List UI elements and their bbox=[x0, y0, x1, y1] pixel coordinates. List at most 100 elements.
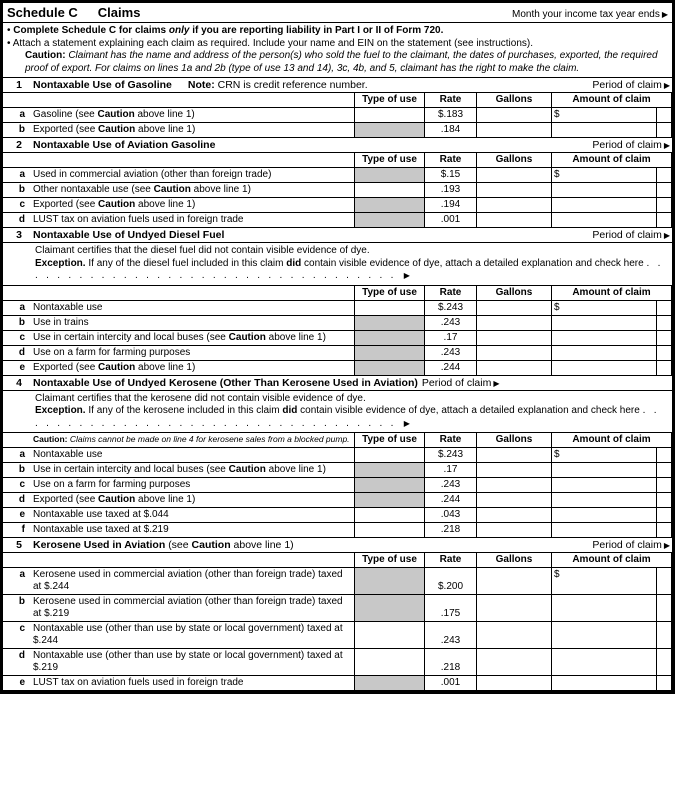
input-2c-gallons[interactable] bbox=[477, 198, 552, 213]
input-5d-amount[interactable] bbox=[552, 649, 657, 676]
checkbox-arrow-icon bbox=[402, 418, 410, 429]
input-1a-gallons[interactable] bbox=[477, 108, 552, 123]
row-2a: aUsed in commercial aviation (other than… bbox=[3, 168, 672, 183]
input-2a-amount[interactable]: $ bbox=[552, 168, 657, 183]
input-5b-amount[interactable] bbox=[552, 595, 657, 622]
input-3c-gallons[interactable] bbox=[477, 330, 552, 345]
input-2d-gallons[interactable] bbox=[477, 213, 552, 228]
input-3c-amount[interactable] bbox=[552, 330, 657, 345]
input-4f-type[interactable] bbox=[355, 523, 425, 538]
row-3d: dUse on a farm for farming purposes.243 bbox=[3, 345, 672, 360]
input-3b-amount[interactable] bbox=[552, 315, 657, 330]
input-3b-gallons[interactable] bbox=[477, 315, 552, 330]
row-5d: dNontaxable use (other than use by state… bbox=[3, 649, 672, 676]
input-5c-amount[interactable] bbox=[552, 622, 657, 649]
row-5a: aKerosene used in commercial aviation (o… bbox=[3, 568, 672, 595]
input-4d-amount[interactable] bbox=[552, 493, 657, 508]
row-4d: dExported (see Caution above line 1).244 bbox=[3, 493, 672, 508]
input-2a-gallons[interactable] bbox=[477, 168, 552, 183]
input-3d-amount[interactable] bbox=[552, 345, 657, 360]
input-4a-gallons[interactable] bbox=[477, 448, 552, 463]
input-4f-gallons[interactable] bbox=[477, 523, 552, 538]
schedule-label: Schedule C bbox=[7, 5, 78, 20]
section-1-table: Type of use Rate Gallons Amount of claim… bbox=[3, 93, 672, 138]
input-1b-gallons[interactable] bbox=[477, 123, 552, 138]
section-4-table: Caution: Claims cannot be made on line 4… bbox=[3, 432, 672, 538]
input-4e-type[interactable] bbox=[355, 508, 425, 523]
input-1a-type[interactable] bbox=[355, 108, 425, 123]
input-5d-type[interactable] bbox=[355, 649, 425, 676]
row-5b: bKerosene used in commercial aviation (o… bbox=[3, 595, 672, 622]
section-3-header: 3 Nontaxable Use of Undyed Diesel Fuel P… bbox=[3, 228, 672, 243]
input-1a-amount[interactable]: $ bbox=[552, 108, 657, 123]
desc-1b: Exported (see Caution above line 1) bbox=[31, 123, 355, 138]
row-1b: b Exported (see Caution above line 1) .1… bbox=[3, 123, 672, 138]
row-2b: bOther nontaxable use (see Caution above… bbox=[3, 183, 672, 198]
section-5-header: 5 Kerosene Used in Aviation (see Caution… bbox=[3, 538, 672, 553]
input-2b-type[interactable] bbox=[355, 183, 425, 198]
intro-line-1: • Complete Schedule C for claims only if… bbox=[7, 25, 668, 38]
input-1b-amount[interactable] bbox=[552, 123, 657, 138]
input-4b-gallons[interactable] bbox=[477, 463, 552, 478]
section-3-explain: Claimant certifies that the diesel fuel … bbox=[3, 243, 672, 286]
row-4f: fNontaxable use taxed at $.219.218 bbox=[3, 523, 672, 538]
row-4c: cUse on a farm for farming purposes.243 bbox=[3, 478, 672, 493]
input-4a-amount[interactable]: $ bbox=[552, 448, 657, 463]
input-4b-amount[interactable] bbox=[552, 463, 657, 478]
schedule-title: Claims bbox=[98, 5, 141, 20]
input-2b-amount[interactable] bbox=[552, 183, 657, 198]
section-2-header: 2 Nontaxable Use of Aviation Gasoline Pe… bbox=[3, 138, 672, 153]
input-3a-amount[interactable]: $ bbox=[552, 300, 657, 315]
crn-note: Note: CRN is credit reference number. bbox=[188, 79, 368, 91]
input-4f-amount[interactable] bbox=[552, 523, 657, 538]
header-row: Schedule C Claims Month your income tax … bbox=[3, 3, 672, 23]
input-5b-gallons[interactable] bbox=[477, 595, 552, 622]
section-1-header: 1 Nontaxable Use of Gasoline Note: CRN i… bbox=[3, 78, 672, 93]
row-2d: dLUST tax on aviation fuels used in fore… bbox=[3, 213, 672, 228]
input-5e-gallons[interactable] bbox=[477, 676, 552, 691]
input-3d-gallons[interactable] bbox=[477, 345, 552, 360]
row-4b: bUse in certain intercity and local buse… bbox=[3, 463, 672, 478]
input-5c-gallons[interactable] bbox=[477, 622, 552, 649]
row-1a: a Gasoline (see Caution above line 1) $.… bbox=[3, 108, 672, 123]
section-4-explain: Claimant certifies that the kerosene did… bbox=[3, 391, 672, 433]
input-4d-gallons[interactable] bbox=[477, 493, 552, 508]
section-4-header: 4 Nontaxable Use of Undyed Kerosene (Oth… bbox=[3, 376, 672, 391]
checkbox-arrow-icon bbox=[402, 270, 410, 281]
input-4e-gallons[interactable] bbox=[477, 508, 552, 523]
input-4c-gallons[interactable] bbox=[477, 478, 552, 493]
row-3c: cUse in certain intercity and local buse… bbox=[3, 330, 672, 345]
input-2c-amount[interactable] bbox=[552, 198, 657, 213]
form-720-schedule-c: Schedule C Claims Month your income tax … bbox=[0, 0, 675, 694]
row-3a: aNontaxable use$.243$ bbox=[3, 300, 672, 315]
input-5d-gallons[interactable] bbox=[477, 649, 552, 676]
section-2-table: Type of use Rate Gallons Amount of claim… bbox=[3, 153, 672, 228]
section-3-table: Type of use Rate Gallons Amount of claim… bbox=[3, 286, 672, 376]
section-5-table: Type of use Rate Gallons Amount of claim… bbox=[3, 553, 672, 691]
month-ends-label: Month your income tax year ends bbox=[512, 9, 668, 20]
input-2b-gallons[interactable] bbox=[477, 183, 552, 198]
input-5c-type[interactable] bbox=[355, 622, 425, 649]
input-4e-amount[interactable] bbox=[552, 508, 657, 523]
intro-line-2: • Attach a statement explaining each cla… bbox=[7, 38, 668, 51]
input-3e-gallons[interactable] bbox=[477, 360, 552, 375]
input-5e-amount[interactable] bbox=[552, 676, 657, 691]
input-3a-type[interactable] bbox=[355, 300, 425, 315]
input-3a-gallons[interactable] bbox=[477, 300, 552, 315]
row-5e: eLUST tax on aviation fuels used in fore… bbox=[3, 676, 672, 691]
row-4a: aNontaxable use$.243$ bbox=[3, 448, 672, 463]
row-3b: bUse in trains.243 bbox=[3, 315, 672, 330]
row-5c: cNontaxable use (other than use by state… bbox=[3, 622, 672, 649]
input-4c-amount[interactable] bbox=[552, 478, 657, 493]
input-3e-amount[interactable] bbox=[552, 360, 657, 375]
desc-1a: Gasoline (see Caution above line 1) bbox=[31, 108, 355, 123]
input-4a-type[interactable] bbox=[355, 448, 425, 463]
row-2c: cExported (see Caution above line 1).194 bbox=[3, 198, 672, 213]
intro-caution: Caution: Claimant has the name and addre… bbox=[7, 50, 668, 75]
input-2d-amount[interactable] bbox=[552, 213, 657, 228]
input-5a-amount[interactable]: $ bbox=[552, 568, 657, 595]
input-5a-gallons[interactable] bbox=[477, 568, 552, 595]
row-4e: eNontaxable use taxed at $.044.043 bbox=[3, 508, 672, 523]
intro-block: • Complete Schedule C for claims only if… bbox=[3, 23, 672, 78]
row-3e: eExported (see Caution above line 1).244 bbox=[3, 360, 672, 375]
